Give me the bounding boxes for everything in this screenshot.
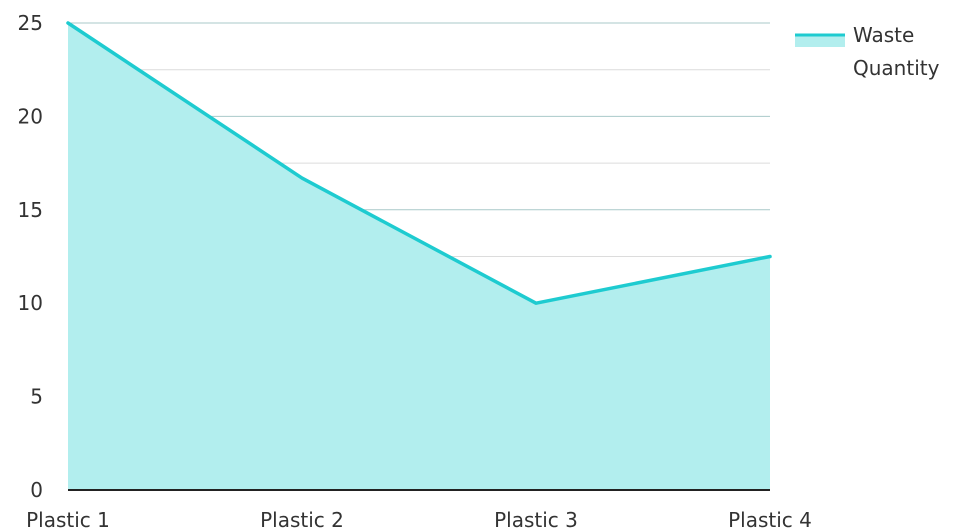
y-tick-label: 10 <box>18 291 43 315</box>
legend-label-line-2: Quantity <box>853 56 940 80</box>
y-tick-labels: 0 5 10 15 20 25 <box>18 11 43 502</box>
y-tick-label: 5 <box>30 385 43 409</box>
x-tick-label: Plastic 4 <box>728 508 812 531</box>
x-tick-label: Plastic 3 <box>494 508 578 531</box>
legend-swatch-fill <box>795 35 845 47</box>
y-tick-label: 15 <box>18 198 43 222</box>
series-lines <box>66 21 772 305</box>
legend-label-line-1: Waste <box>853 23 914 47</box>
y-tick-label: 25 <box>18 11 43 35</box>
x-tick-label: Plastic 1 <box>26 508 110 531</box>
y-tick-label: 0 <box>30 478 43 502</box>
y-tick-label: 20 <box>18 104 43 128</box>
x-tick-labels: Plastic 1 Plastic 2 Plastic 3 Plastic 4 <box>26 508 812 531</box>
series-line <box>66 21 772 305</box>
legend: Waste Quantity <box>795 23 940 80</box>
x-tick-label: Plastic 2 <box>260 508 344 531</box>
